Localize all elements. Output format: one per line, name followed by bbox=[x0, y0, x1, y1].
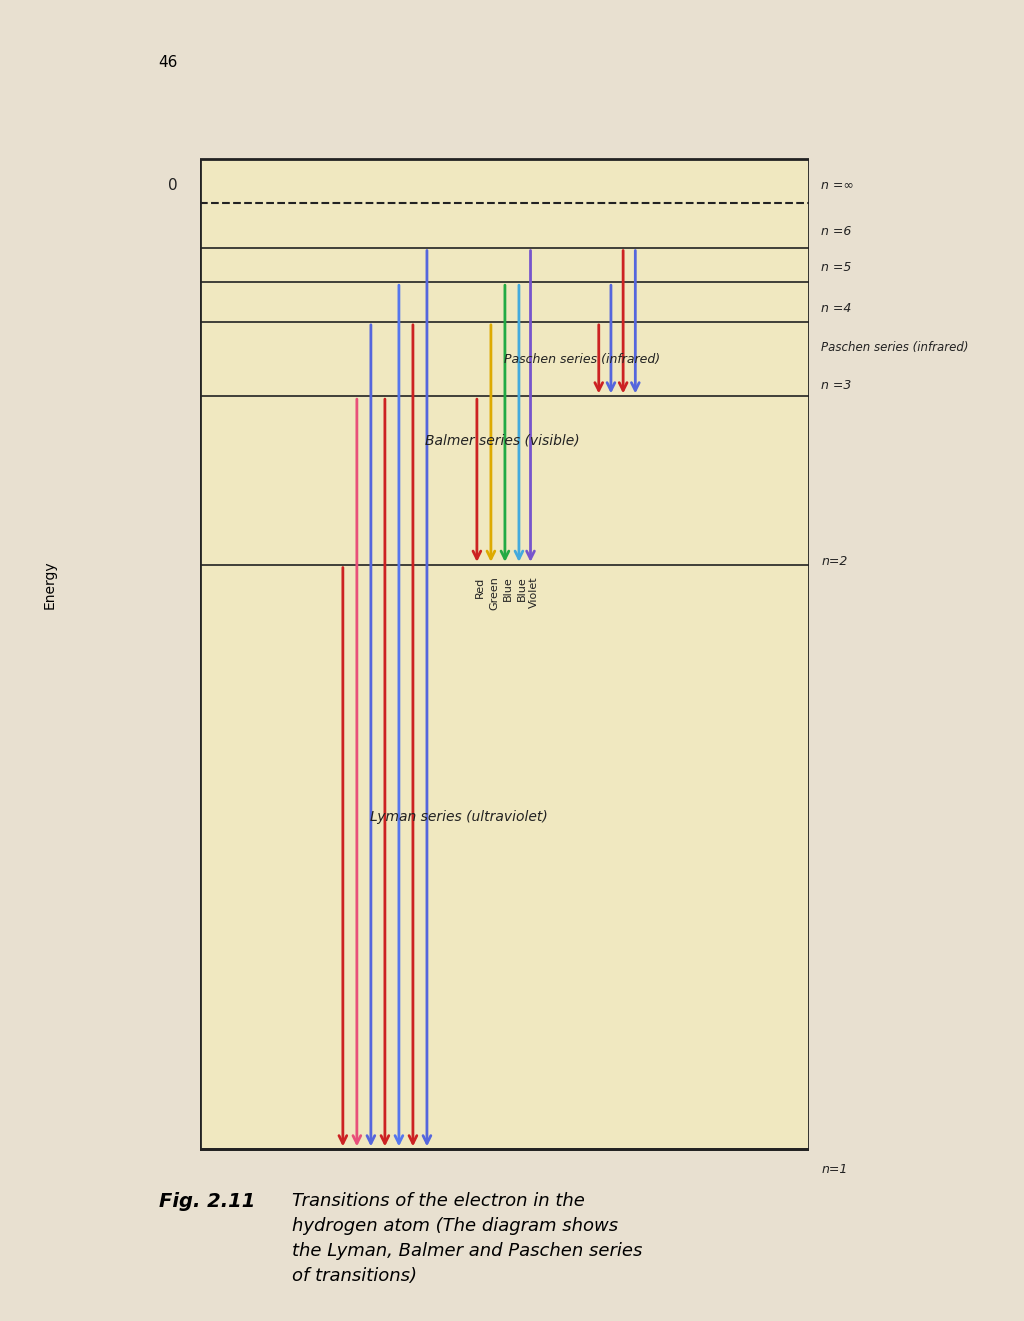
Text: Blue: Blue bbox=[503, 576, 513, 601]
Text: Fig. 2.11: Fig. 2.11 bbox=[159, 1192, 255, 1210]
Text: Lyman series (ultraviolet): Lyman series (ultraviolet) bbox=[371, 810, 548, 824]
Text: Violet: Violet bbox=[528, 576, 539, 608]
Text: n =6: n =6 bbox=[821, 225, 852, 238]
Text: Transitions of the electron in the
hydrogen atom (The diagram shows
the Lyman, B: Transitions of the electron in the hydro… bbox=[292, 1192, 642, 1284]
Text: n =3: n =3 bbox=[821, 379, 852, 392]
Text: Paschen series (infrared): Paschen series (infrared) bbox=[821, 341, 969, 354]
Text: Paschen series (infrared): Paschen series (infrared) bbox=[504, 353, 660, 366]
Text: Energy: Energy bbox=[43, 560, 56, 609]
Text: 0: 0 bbox=[168, 177, 177, 193]
Text: Blue: Blue bbox=[517, 576, 527, 601]
Text: Green: Green bbox=[489, 576, 499, 610]
Text: 46: 46 bbox=[159, 55, 178, 70]
Text: n=1: n=1 bbox=[821, 1162, 848, 1176]
Text: Red: Red bbox=[475, 576, 485, 598]
Text: n =5: n =5 bbox=[821, 262, 852, 273]
Text: n =∞: n =∞ bbox=[821, 178, 854, 192]
Text: Balmer series (visible): Balmer series (visible) bbox=[425, 433, 580, 448]
Text: n =4: n =4 bbox=[821, 303, 852, 316]
Text: n=2: n=2 bbox=[821, 555, 848, 568]
